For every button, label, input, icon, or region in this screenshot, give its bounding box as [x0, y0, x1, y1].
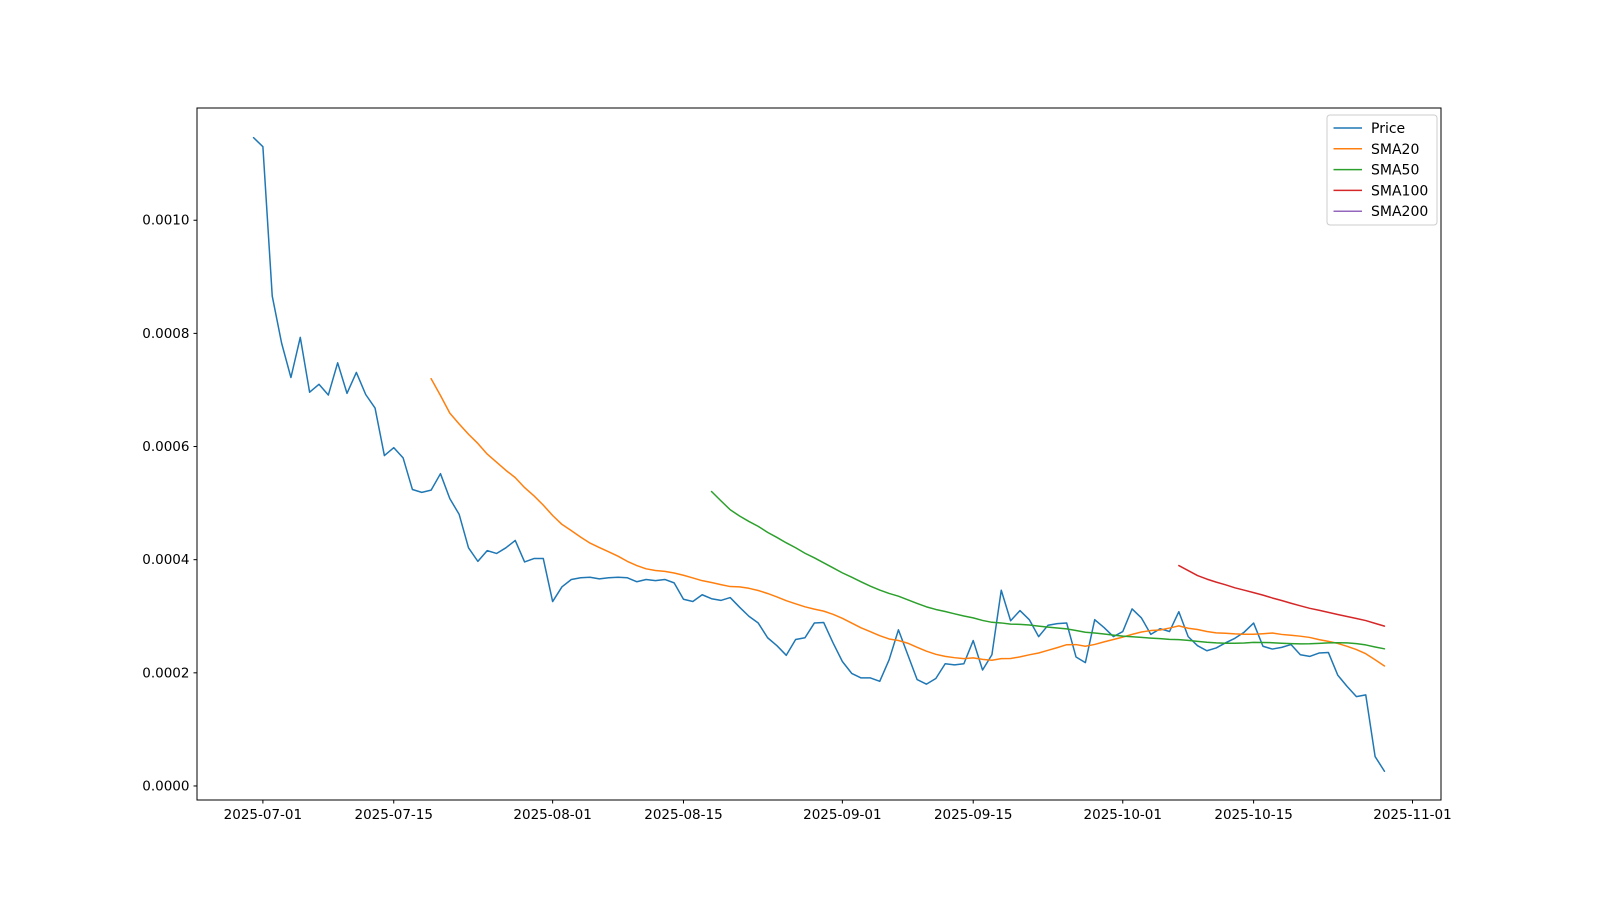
sma100-line — [1178, 564, 1386, 627]
plot-area: 0.0000 0.0002 0.0004 0.0006 0.0008 0.0010 2025… — [142, 107, 1452, 823]
y-tick-label: 0.0008 — [142, 326, 189, 342]
legend-label-sma20: SMA20 — [1371, 142, 1419, 158]
plot-border — [196, 107, 1442, 801]
legend-label-sma50: SMA50 — [1371, 163, 1419, 179]
y-tick-label: 0.0002 — [142, 665, 189, 681]
x-tick-label: 2025-08-15 — [644, 807, 722, 823]
price-line — [252, 136, 1386, 773]
x-tick-label: 2025-09-01 — [803, 807, 881, 823]
x-tick-label: 2025-10-01 — [1084, 807, 1162, 823]
x-tick-label: 2025-09-15 — [934, 807, 1012, 823]
sma20-line — [430, 377, 1386, 667]
y-tick-label: 0.0004 — [142, 552, 189, 568]
x-tick-label: 2025-08-01 — [513, 807, 591, 823]
x-tick-label: 2025-11-01 — [1373, 807, 1451, 823]
legend-label-sma100: SMA100 — [1371, 183, 1428, 199]
legend-label-sma200: SMA200 — [1371, 204, 1428, 220]
y-tick-label: 0.0010 — [142, 213, 189, 229]
x-tick-label: 2025-07-01 — [224, 807, 302, 823]
sma50-line — [710, 490, 1386, 650]
legend-box — [1326, 114, 1438, 226]
x-tick-label: 2025-10-15 — [1214, 807, 1292, 823]
y-tick-label: 0.0006 — [142, 439, 189, 455]
legend-label-price: Price — [1371, 121, 1405, 137]
y-tick-label: 0.0000 — [142, 778, 189, 794]
x-tick-label: 2025-07-15 — [355, 807, 433, 823]
